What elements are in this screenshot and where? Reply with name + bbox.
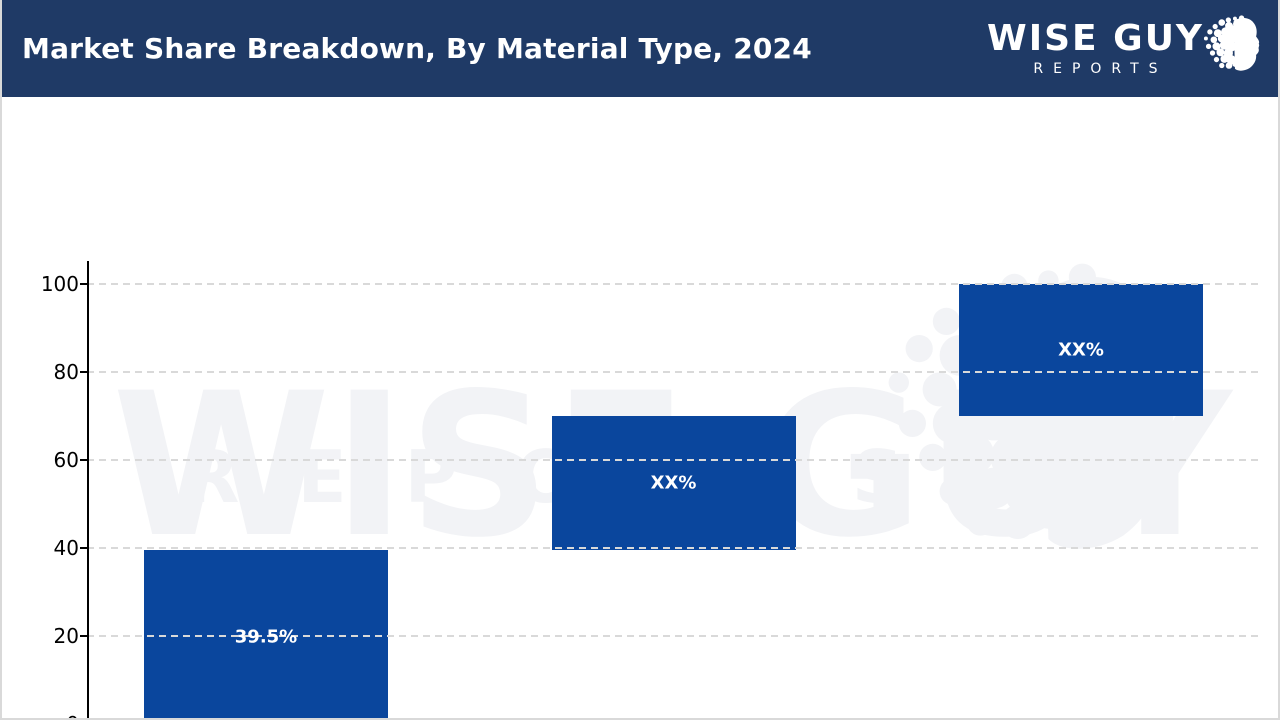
y-tick-label: 0 bbox=[27, 712, 79, 718]
bar-value-label: XX% bbox=[650, 472, 697, 494]
y-tick-label: 40 bbox=[53, 536, 79, 560]
y-tick-mark bbox=[80, 547, 87, 549]
logo-subtitle: REPORTS bbox=[1033, 60, 1168, 77]
bar bbox=[551, 416, 796, 551]
gridline bbox=[87, 635, 1260, 637]
header: Market Share Breakdown, By Material Type… bbox=[2, 0, 1278, 97]
wise-guy-reports-logo: WISE GUY REPORTS bbox=[987, 7, 1264, 91]
gridline bbox=[87, 459, 1260, 461]
y-tick-label: 20 bbox=[53, 624, 79, 648]
y-tick-mark bbox=[80, 635, 87, 637]
gridline bbox=[87, 283, 1260, 285]
gridline bbox=[87, 371, 1260, 373]
chart-area: WISE GUY REPORTS 02040608010039.5%Standa… bbox=[2, 97, 1278, 718]
y-tick-label: 60 bbox=[53, 448, 79, 472]
y-tick-label: 80 bbox=[53, 360, 79, 384]
y-tick-mark bbox=[80, 459, 87, 461]
page-title: Market Share Breakdown, By Material Type… bbox=[22, 32, 812, 65]
y-axis-line bbox=[87, 261, 89, 718]
bar-value-label: XX% bbox=[1058, 339, 1104, 361]
gridline bbox=[87, 547, 1260, 549]
y-tick-mark bbox=[80, 371, 87, 373]
logo-text: WISE GUY REPORTS bbox=[986, 17, 1204, 77]
dotted-face-icon bbox=[1203, 14, 1260, 71]
logo-wordmark: WISE GUY bbox=[986, 17, 1204, 59]
y-tick-mark bbox=[80, 283, 87, 285]
y-tick-label: 100 bbox=[40, 272, 79, 296]
bar bbox=[144, 550, 388, 718]
bar-value-label: 39.5% bbox=[234, 626, 298, 648]
